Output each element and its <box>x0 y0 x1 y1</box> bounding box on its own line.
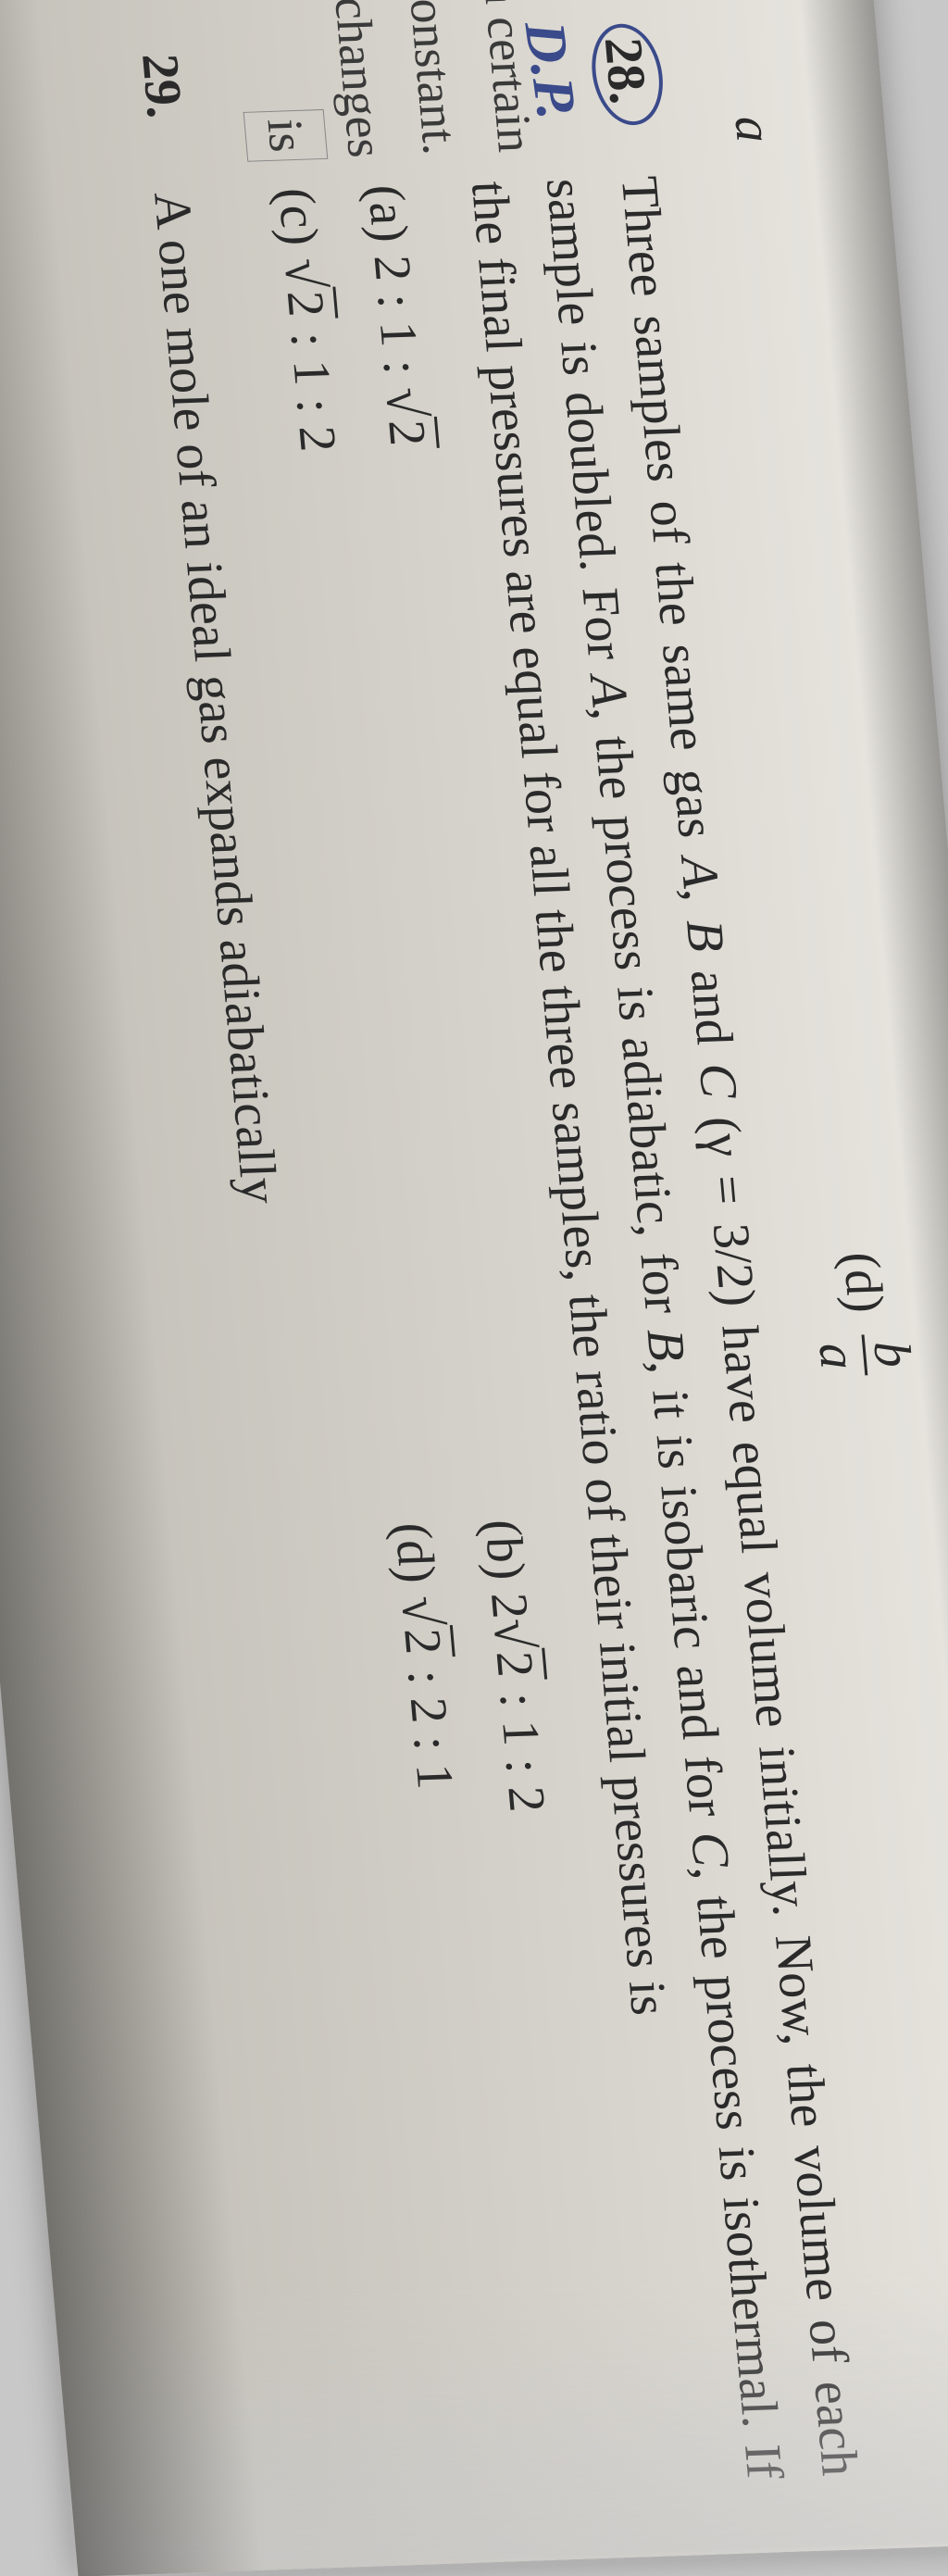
fraction-denominator: a <box>810 1334 866 1377</box>
page-content: f a certain s constant. e changes is a (… <box>133 68 948 2493</box>
option-c-label: (c) <box>267 186 329 245</box>
question-number: 28. <box>592 36 660 106</box>
fraction-numerator: b <box>862 1332 920 1375</box>
fraction-b-over-a: b a <box>810 1332 920 1377</box>
prev-variable-a: a <box>722 115 783 143</box>
sqrt-2-c: 2 <box>272 256 340 319</box>
option-b-label: (b) <box>473 1519 536 1581</box>
option-d-label: (d) <box>384 1521 447 1583</box>
prev-option-d-label: (d) <box>831 1251 894 1313</box>
prev-option-d: (d) b a <box>803 1250 920 1377</box>
page-container: f a certain s constant. e changes is a (… <box>0 0 948 2576</box>
option-a-label: (a) <box>356 183 418 243</box>
sqrt-2-a: 2 <box>373 386 441 449</box>
sqrt-2-d: 2 <box>389 1594 456 1657</box>
handwritten-note: D.P. <box>510 19 589 121</box>
question-29-number: 29. <box>130 52 194 119</box>
sqrt-2-b: 2 <box>481 1617 549 1680</box>
